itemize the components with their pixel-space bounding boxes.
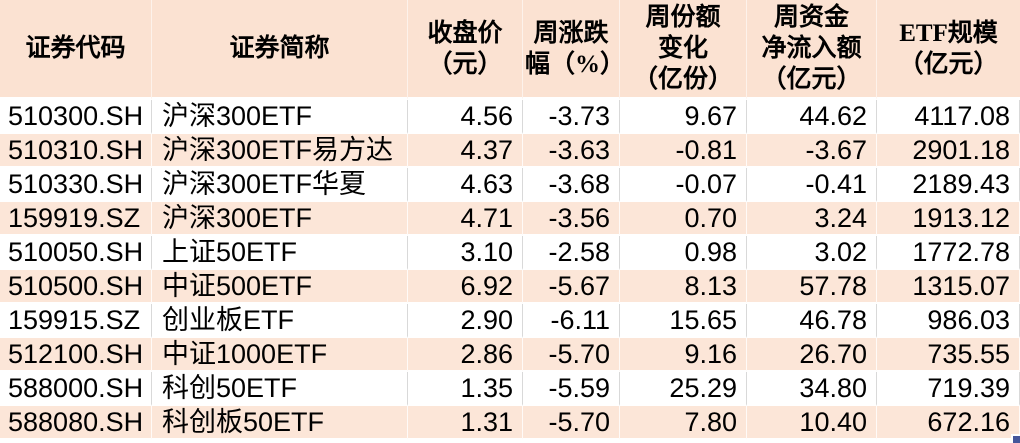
cell-code[interactable]: 510500.SH [0, 270, 152, 304]
column-header-name[interactable]: 证券简称 [152, 0, 408, 100]
column-header-weekly-share-change[interactable]: 周份额 变化 （亿份） [620, 0, 747, 100]
cell-name[interactable]: 创业板ETF [152, 304, 408, 338]
column-header-code[interactable]: 证券代码 [0, 0, 152, 100]
table-row: 510300.SH 沪深300ETF 4.56 -3.73 9.67 44.62… [0, 100, 1020, 134]
cell-code[interactable]: 159915.SZ [0, 304, 152, 338]
cell-weekly-net-inflow[interactable]: 3.02 [747, 236, 877, 270]
cell-name[interactable]: 中证1000ETF [152, 338, 408, 372]
cell-code[interactable]: 510300.SH [0, 100, 152, 134]
cell-name[interactable]: 科创板50ETF [152, 406, 408, 440]
cell-weekly-net-inflow[interactable]: 44.62 [747, 100, 877, 134]
cell-etf-scale[interactable]: 1315.07 [877, 270, 1020, 304]
cell-weekly-share-change[interactable]: 8.13 [620, 270, 747, 304]
cell-close-price[interactable]: 2.86 [408, 338, 523, 372]
cell-etf-scale[interactable]: 719.39 [877, 372, 1020, 406]
cell-code[interactable]: 159919.SZ [0, 202, 152, 236]
cell-weekly-share-change[interactable]: -0.07 [620, 168, 747, 202]
cell-weekly-net-inflow[interactable]: 10.40 [747, 406, 877, 440]
cell-weekly-share-change[interactable]: 7.80 [620, 406, 747, 440]
column-header-close-price[interactable]: 收盘价 （元） [408, 0, 523, 100]
column-header-weekly-net-inflow[interactable]: 周资金 净流入额 （亿元） [747, 0, 877, 100]
cell-weekly-share-change[interactable]: 9.67 [620, 100, 747, 134]
cell-name[interactable]: 沪深300ETF [152, 100, 408, 134]
cell-weekly-share-change[interactable]: 0.70 [620, 202, 747, 236]
cell-etf-scale[interactable]: 1913.12 [877, 202, 1020, 236]
table-row: 159915.SZ 创业板ETF 2.90 -6.11 15.65 46.78 … [0, 304, 1020, 338]
table-row: 588080.SH 科创板50ETF 1.31 -5.70 7.80 10.40… [0, 406, 1020, 440]
cell-weekly-net-inflow[interactable]: 34.80 [747, 372, 877, 406]
cell-code[interactable]: 510050.SH [0, 236, 152, 270]
cell-weekly-net-inflow[interactable]: 57.78 [747, 270, 877, 304]
cell-etf-scale[interactable]: 735.55 [877, 338, 1020, 372]
cell-close-price[interactable]: 1.35 [408, 372, 523, 406]
cell-weekly-change-pct[interactable]: -3.63 [523, 134, 620, 168]
cell-etf-scale[interactable]: 2901.18 [877, 134, 1020, 168]
cell-etf-scale[interactable]: 2189.43 [877, 168, 1020, 202]
cell-close-price[interactable]: 2.90 [408, 304, 523, 338]
column-header-etf-scale[interactable]: ETF规模 （亿元） [877, 0, 1020, 100]
cell-code[interactable]: 512100.SH [0, 338, 152, 372]
table-row: 159919.SZ 沪深300ETF 4.71 -3.56 0.70 3.24 … [0, 202, 1020, 236]
cell-weekly-change-pct[interactable]: -5.59 [523, 372, 620, 406]
table-row: 510050.SH 上证50ETF 3.10 -2.58 0.98 3.02 1… [0, 236, 1020, 270]
selection-fill-handle[interactable] [1011, 434, 1020, 443]
cell-close-price[interactable]: 3.10 [408, 236, 523, 270]
cell-close-price[interactable]: 6.92 [408, 270, 523, 304]
cell-etf-scale[interactable]: 986.03 [877, 304, 1020, 338]
cell-weekly-change-pct[interactable]: -3.68 [523, 168, 620, 202]
cell-weekly-change-pct[interactable]: -2.58 [523, 236, 620, 270]
cell-name[interactable]: 中证500ETF [152, 270, 408, 304]
cell-close-price[interactable]: 4.71 [408, 202, 523, 236]
cell-code[interactable]: 588080.SH [0, 406, 152, 440]
cell-close-price[interactable]: 4.37 [408, 134, 523, 168]
table-row: 588000.SH 科创50ETF 1.35 -5.59 25.29 34.80… [0, 372, 1020, 406]
cell-weekly-change-pct[interactable]: -5.70 [523, 338, 620, 372]
cell-etf-scale[interactable]: 1772.78 [877, 236, 1020, 270]
header-row: 证券代码 证券简称 收盘价 （元） 周涨跌 幅（%） 周份额 变化 （亿份） 周… [0, 0, 1020, 100]
cell-weekly-share-change[interactable]: 9.16 [620, 338, 747, 372]
cell-weekly-share-change[interactable]: -0.81 [620, 134, 747, 168]
cell-weekly-net-inflow[interactable]: 26.70 [747, 338, 877, 372]
cell-etf-scale[interactable]: 4117.08 [877, 100, 1020, 134]
cell-weekly-change-pct[interactable]: -3.56 [523, 202, 620, 236]
cell-close-price[interactable]: 1.31 [408, 406, 523, 440]
cell-weekly-share-change[interactable]: 15.65 [620, 304, 747, 338]
cell-name[interactable]: 沪深300ETF [152, 202, 408, 236]
cell-weekly-change-pct[interactable]: -5.70 [523, 406, 620, 440]
cell-weekly-change-pct[interactable]: -5.67 [523, 270, 620, 304]
cell-close-price[interactable]: 4.56 [408, 100, 523, 134]
table-row: 512100.SH 中证1000ETF 2.86 -5.70 9.16 26.7… [0, 338, 1020, 372]
cell-name[interactable]: 沪深300ETF易方达 [152, 134, 408, 168]
cell-code[interactable]: 510310.SH [0, 134, 152, 168]
cell-code[interactable]: 588000.SH [0, 372, 152, 406]
cell-weekly-share-change[interactable]: 25.29 [620, 372, 747, 406]
cell-code[interactable]: 510330.SH [0, 168, 152, 202]
table-row: 510500.SH 中证500ETF 6.92 -5.67 8.13 57.78… [0, 270, 1020, 304]
cell-close-price[interactable]: 4.63 [408, 168, 523, 202]
table-row: 510310.SH 沪深300ETF易方达 4.37 -3.63 -0.81 -… [0, 134, 1020, 168]
cell-weekly-net-inflow[interactable]: 3.24 [747, 202, 877, 236]
cell-weekly-net-inflow[interactable]: -0.41 [747, 168, 877, 202]
cell-weekly-change-pct[interactable]: -3.73 [523, 100, 620, 134]
cell-weekly-net-inflow[interactable]: -3.67 [747, 134, 877, 168]
table-row: 510330.SH 沪深300ETF华夏 4.63 -3.68 -0.07 -0… [0, 168, 1020, 202]
cell-name[interactable]: 沪深300ETF华夏 [152, 168, 408, 202]
cell-weekly-share-change[interactable]: 0.98 [620, 236, 747, 270]
cell-etf-scale[interactable]: 672.16 [877, 406, 1020, 440]
cell-weekly-change-pct[interactable]: -6.11 [523, 304, 620, 338]
column-header-weekly-change-pct[interactable]: 周涨跌 幅（%） [523, 0, 625, 100]
cell-weekly-net-inflow[interactable]: 46.78 [747, 304, 877, 338]
cell-name[interactable]: 上证50ETF [152, 236, 408, 270]
cell-name[interactable]: 科创50ETF [152, 372, 408, 406]
